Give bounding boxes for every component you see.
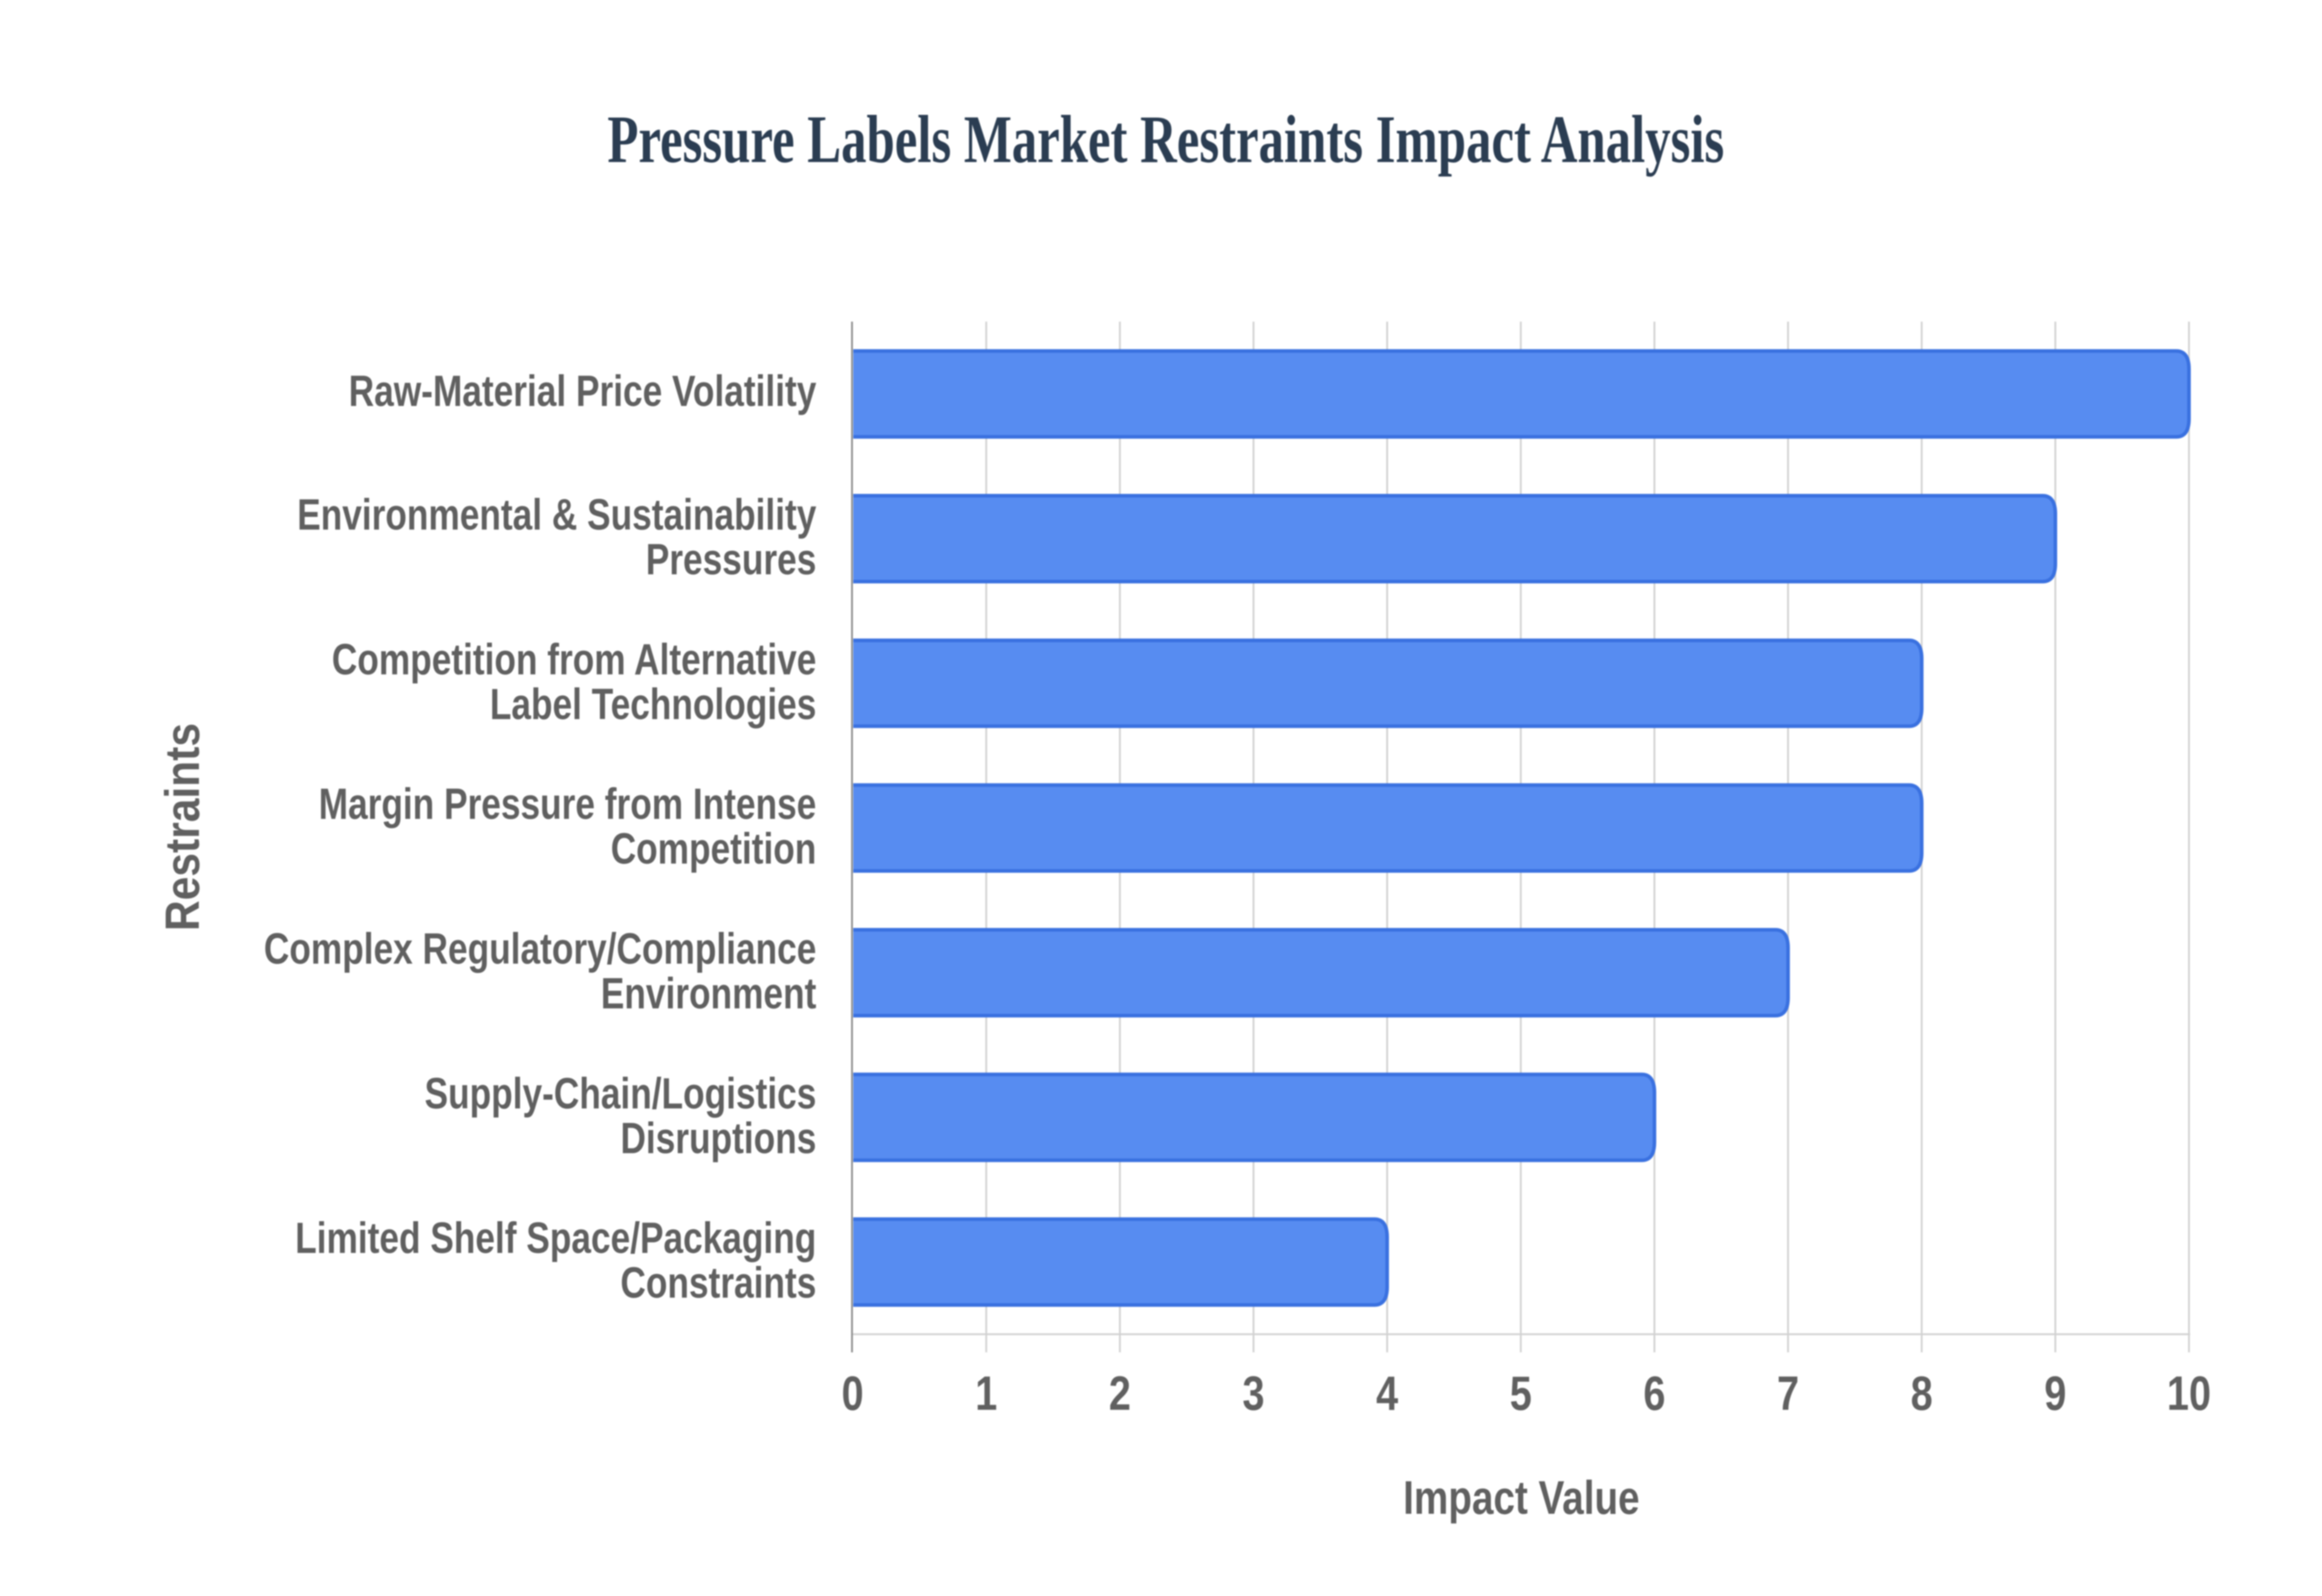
svg-text:Raw-Material Price Volatility: Raw-Material Price Volatility <box>349 367 817 415</box>
svg-text:Competition from Alternative: Competition from Alternative <box>332 635 816 683</box>
svg-text:4: 4 <box>1376 1366 1399 1421</box>
svg-text:Disruptions: Disruptions <box>620 1114 816 1162</box>
svg-text:Environment: Environment <box>601 969 817 1017</box>
svg-text:Competition: Competition <box>611 825 816 873</box>
svg-text:7: 7 <box>1777 1366 1799 1421</box>
svg-text:Restraints: Restraints <box>155 723 209 931</box>
svg-text:8: 8 <box>1911 1366 1933 1421</box>
svg-text:3: 3 <box>1243 1366 1264 1421</box>
svg-text:1: 1 <box>975 1366 997 1421</box>
svg-text:Label Technologies: Label Technologies <box>490 680 816 728</box>
svg-text:9: 9 <box>2044 1366 2066 1421</box>
svg-text:Complex Regulatory/Compliance: Complex Regulatory/Compliance <box>264 924 816 973</box>
svg-text:2: 2 <box>1109 1366 1131 1421</box>
svg-text:Limited Shelf Space/Packaging: Limited Shelf Space/Packaging <box>295 1214 816 1262</box>
svg-text:Pressures: Pressures <box>646 535 816 583</box>
svg-text:Margin Pressure from Intense: Margin Pressure from Intense <box>319 780 816 828</box>
svg-text:5: 5 <box>1510 1366 1532 1421</box>
svg-text:Supply-Chain/Logistics: Supply-Chain/Logistics <box>424 1069 816 1117</box>
svg-text:Environmental & Sustainability: Environmental & Sustainability <box>297 490 816 539</box>
svg-text:0: 0 <box>842 1366 863 1421</box>
svg-text:10: 10 <box>2167 1366 2211 1421</box>
svg-text:Constraints: Constraints <box>620 1259 816 1307</box>
svg-text:6: 6 <box>1644 1366 1665 1421</box>
svg-text:Pressure Labels Market Restrai: Pressure Labels Market Restraints Impact… <box>608 103 1725 177</box>
svg-text:Impact Value: Impact Value <box>1403 1471 1640 1524</box>
